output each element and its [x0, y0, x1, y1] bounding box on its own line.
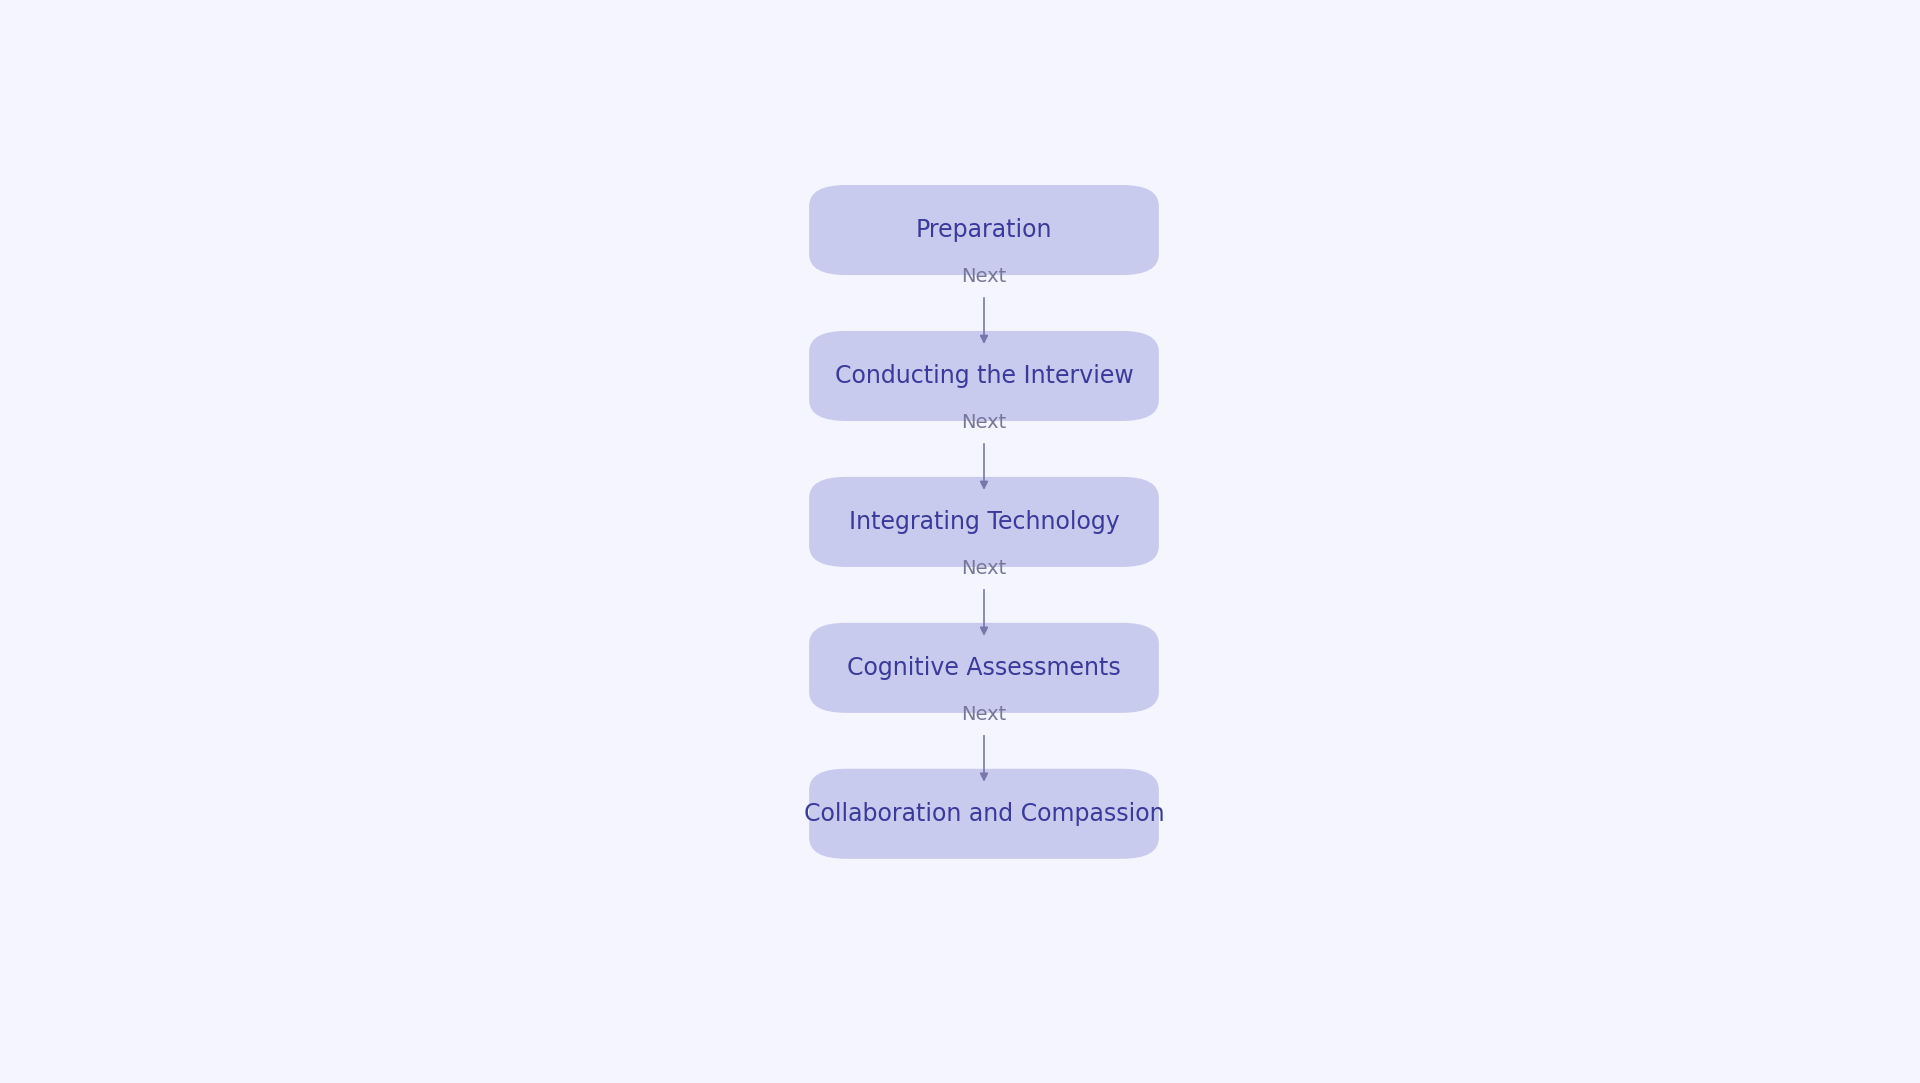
- Text: Next: Next: [962, 705, 1006, 725]
- Text: Next: Next: [962, 268, 1006, 286]
- Text: Collaboration and Compassion: Collaboration and Compassion: [804, 801, 1164, 825]
- FancyBboxPatch shape: [808, 477, 1160, 566]
- Text: Next: Next: [962, 413, 1006, 432]
- Text: Conducting the Interview: Conducting the Interview: [835, 364, 1133, 388]
- FancyBboxPatch shape: [808, 623, 1160, 713]
- FancyBboxPatch shape: [808, 769, 1160, 859]
- Text: Integrating Technology: Integrating Technology: [849, 510, 1119, 534]
- Text: Next: Next: [962, 559, 1006, 578]
- FancyBboxPatch shape: [808, 185, 1160, 275]
- FancyBboxPatch shape: [808, 331, 1160, 421]
- Text: Cognitive Assessments: Cognitive Assessments: [847, 656, 1121, 680]
- Text: Preparation: Preparation: [916, 218, 1052, 242]
